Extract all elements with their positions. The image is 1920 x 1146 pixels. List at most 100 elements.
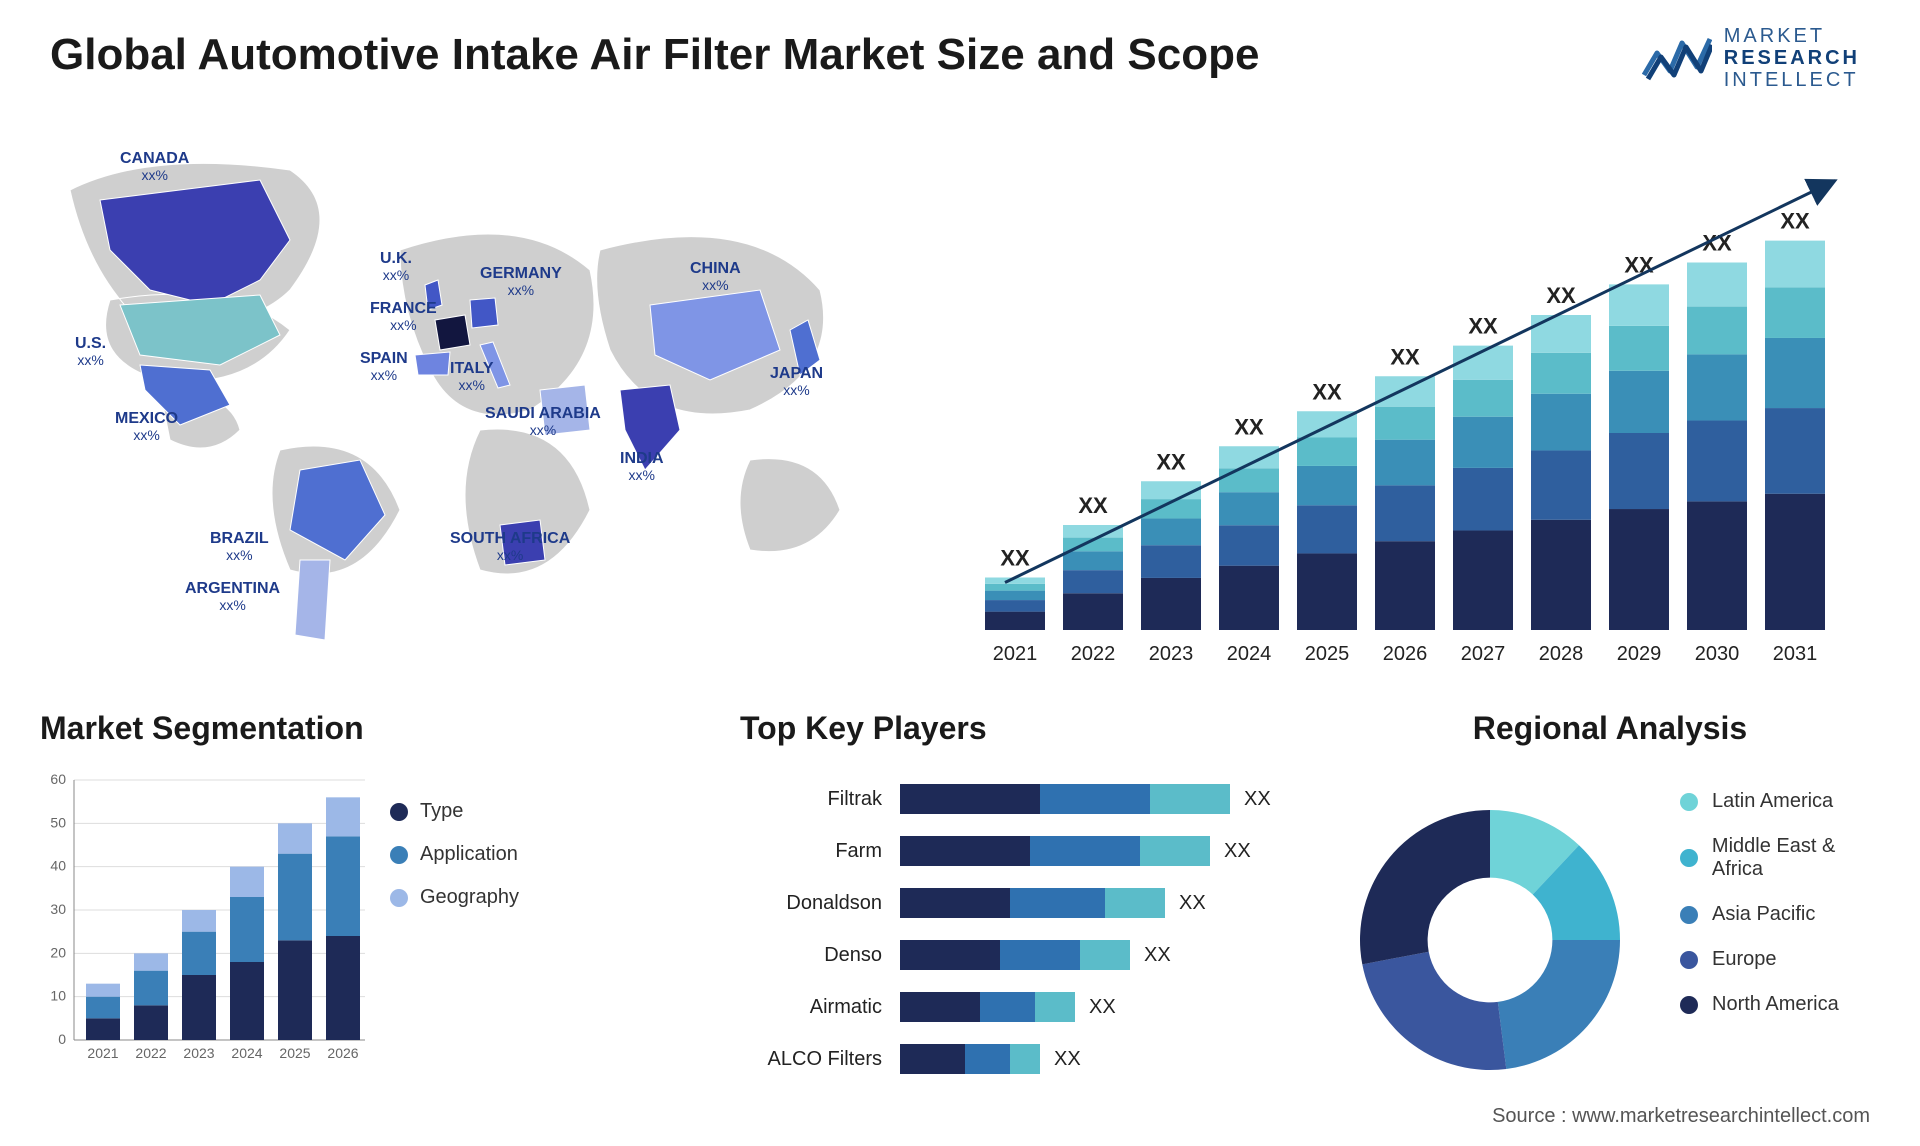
svg-text:2021: 2021 [993,643,1038,665]
svg-text:2031: 2031 [1773,643,1818,665]
svg-text:2021: 2021 [87,1045,118,1061]
logo-line2: RESEARCH [1724,47,1860,69]
legend-item: Application [390,843,519,866]
market-size-chart: XX 2021 XX 2022 XX 2023 XX 2024 XX 2025 XX 2026 XX 20… [970,130,1870,690]
svg-text:XX: XX [1390,344,1420,369]
player-row: ALCO Filters XX [740,1040,1271,1078]
svg-text:2027: 2027 [1461,643,1506,665]
regional-legend: Latin America Middle East & Africa Asia Pa… [1680,790,1890,1016]
svg-text:2022: 2022 [135,1045,166,1061]
map-label: SAUDI ARABIAxx% [485,405,601,438]
svg-text:XX: XX [1546,283,1576,308]
map-label: U.S.xx% [75,335,106,368]
player-name: Airmatic [740,996,900,1019]
player-value: XX [1089,996,1116,1019]
svg-text:2024: 2024 [1227,643,1272,665]
svg-text:20: 20 [50,944,66,960]
svg-text:XX: XX [1234,414,1264,439]
player-row: Denso XX [740,936,1271,974]
player-bar [900,1044,1040,1074]
map-label: ITALYxx% [450,360,494,393]
legend-item: Europe [1680,948,1890,971]
player-value: XX [1224,840,1251,863]
map-label: INDIAxx% [620,450,664,483]
map-label: ARGENTINAxx% [185,580,280,613]
regional-donut [1330,770,1650,1090]
svg-text:60: 60 [50,771,66,787]
map-label: FRANCExx% [370,300,437,333]
svg-text:2026: 2026 [327,1045,358,1061]
player-name: Filtrak [740,788,900,811]
key-players-section: Top Key Players FiltrakXXFarmXXDonaldson… [740,710,1300,1090]
regional-title: Regional Analysis [1330,710,1890,747]
legend-item: North America [1680,993,1890,1016]
player-name: Denso [740,944,900,967]
player-value: XX [1179,892,1206,915]
svg-text:2029: 2029 [1617,643,1662,665]
svg-text:2023: 2023 [183,1045,214,1061]
source-text: Source : www.marketresearchintellect.com [1492,1105,1870,1128]
svg-text:XX: XX [1780,209,1810,234]
map-label: JAPANxx% [770,365,823,398]
player-bar [900,784,1230,814]
legend-item: Latin America [1680,790,1890,813]
brand-logo: MARKET RESEARCH INTELLECT [1642,25,1860,91]
map-label: SOUTH AFRICAxx% [450,530,570,563]
player-bar [900,888,1165,918]
svg-text:2023: 2023 [1149,643,1194,665]
svg-text:XX: XX [1000,546,1030,571]
svg-text:30: 30 [50,901,66,917]
player-row: Airmatic XX [740,988,1271,1026]
svg-text:50: 50 [50,814,66,830]
player-row: Filtrak XX [740,780,1271,818]
svg-text:XX: XX [1156,449,1186,474]
legend-item: Middle East & Africa [1680,835,1890,881]
map-label: MEXICOxx% [115,410,178,443]
svg-text:2024: 2024 [231,1045,262,1061]
player-row: Farm XX [740,832,1271,870]
segmentation-section: Market Segmentation 0 10 20 30 40 50 60 2021 202… [40,710,600,1090]
svg-text:XX: XX [1468,314,1498,339]
player-row: Donaldson XX [740,884,1271,922]
legend-item: Geography [390,886,519,909]
player-value: XX [1054,1048,1081,1071]
svg-text:40: 40 [50,858,66,874]
svg-text:2030: 2030 [1695,643,1740,665]
segmentation-legend: Type Application Geography [390,800,519,909]
map-label: CANADAxx% [120,150,189,183]
svg-text:2025: 2025 [1305,643,1350,665]
players-chart: FiltrakXXFarmXXDonaldsonXXDensoXXAirmati… [740,780,1271,1078]
logo-mark-icon [1642,33,1712,83]
logo-line1: MARKET [1724,25,1860,47]
legend-item: Type [390,800,519,823]
svg-text:2022: 2022 [1071,643,1116,665]
world-map: CANADAxx% U.S.xx% MEXICOxx% BRAZILxx% ARGENT… [30,130,910,690]
regional-section: Regional Analysis Latin America Middle Ea… [1330,710,1890,1090]
svg-text:2026: 2026 [1383,643,1428,665]
svg-text:2025: 2025 [279,1045,310,1061]
svg-text:XX: XX [1624,252,1654,277]
svg-text:0: 0 [58,1031,66,1047]
svg-text:XX: XX [1312,379,1342,404]
player-value: XX [1244,788,1271,811]
player-name: Farm [740,840,900,863]
map-label: GERMANYxx% [480,265,562,298]
player-bar [900,940,1130,970]
logo-line3: INTELLECT [1724,69,1860,91]
map-label: BRAZILxx% [210,530,269,563]
player-name: Donaldson [740,892,900,915]
svg-text:10: 10 [50,988,66,1004]
svg-text:2028: 2028 [1539,643,1584,665]
player-value: XX [1144,944,1171,967]
map-label: U.K.xx% [380,250,412,283]
map-label: SPAINxx% [360,350,408,383]
svg-text:XX: XX [1078,493,1108,518]
player-bar [900,992,1075,1022]
segmentation-title: Market Segmentation [40,710,600,747]
players-title: Top Key Players [740,710,1300,747]
map-label: CHINAxx% [690,260,741,293]
player-bar [900,836,1210,866]
page-title: Global Automotive Intake Air Filter Mark… [50,30,1259,80]
legend-item: Asia Pacific [1680,903,1890,926]
player-name: ALCO Filters [740,1048,900,1071]
